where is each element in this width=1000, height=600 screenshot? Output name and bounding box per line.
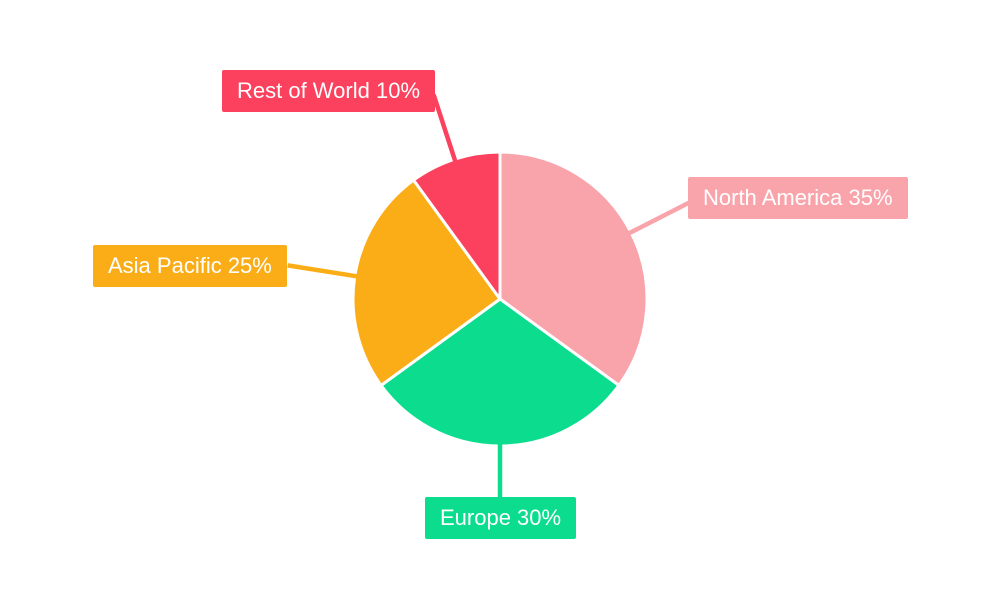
leader-line-north-america — [628, 199, 693, 236]
callout-label-north-america: North America 35% — [688, 177, 908, 219]
callout-label-europe: Europe 30% — [425, 497, 577, 539]
callout-label-rest-of-world: Rest of World 10% — [222, 70, 436, 112]
leader-line-asia-pacific — [287, 263, 358, 279]
leader-line-rest-of-world — [431, 93, 458, 162]
callout-label-asia-pacific: Asia Pacific 25% — [93, 245, 287, 287]
